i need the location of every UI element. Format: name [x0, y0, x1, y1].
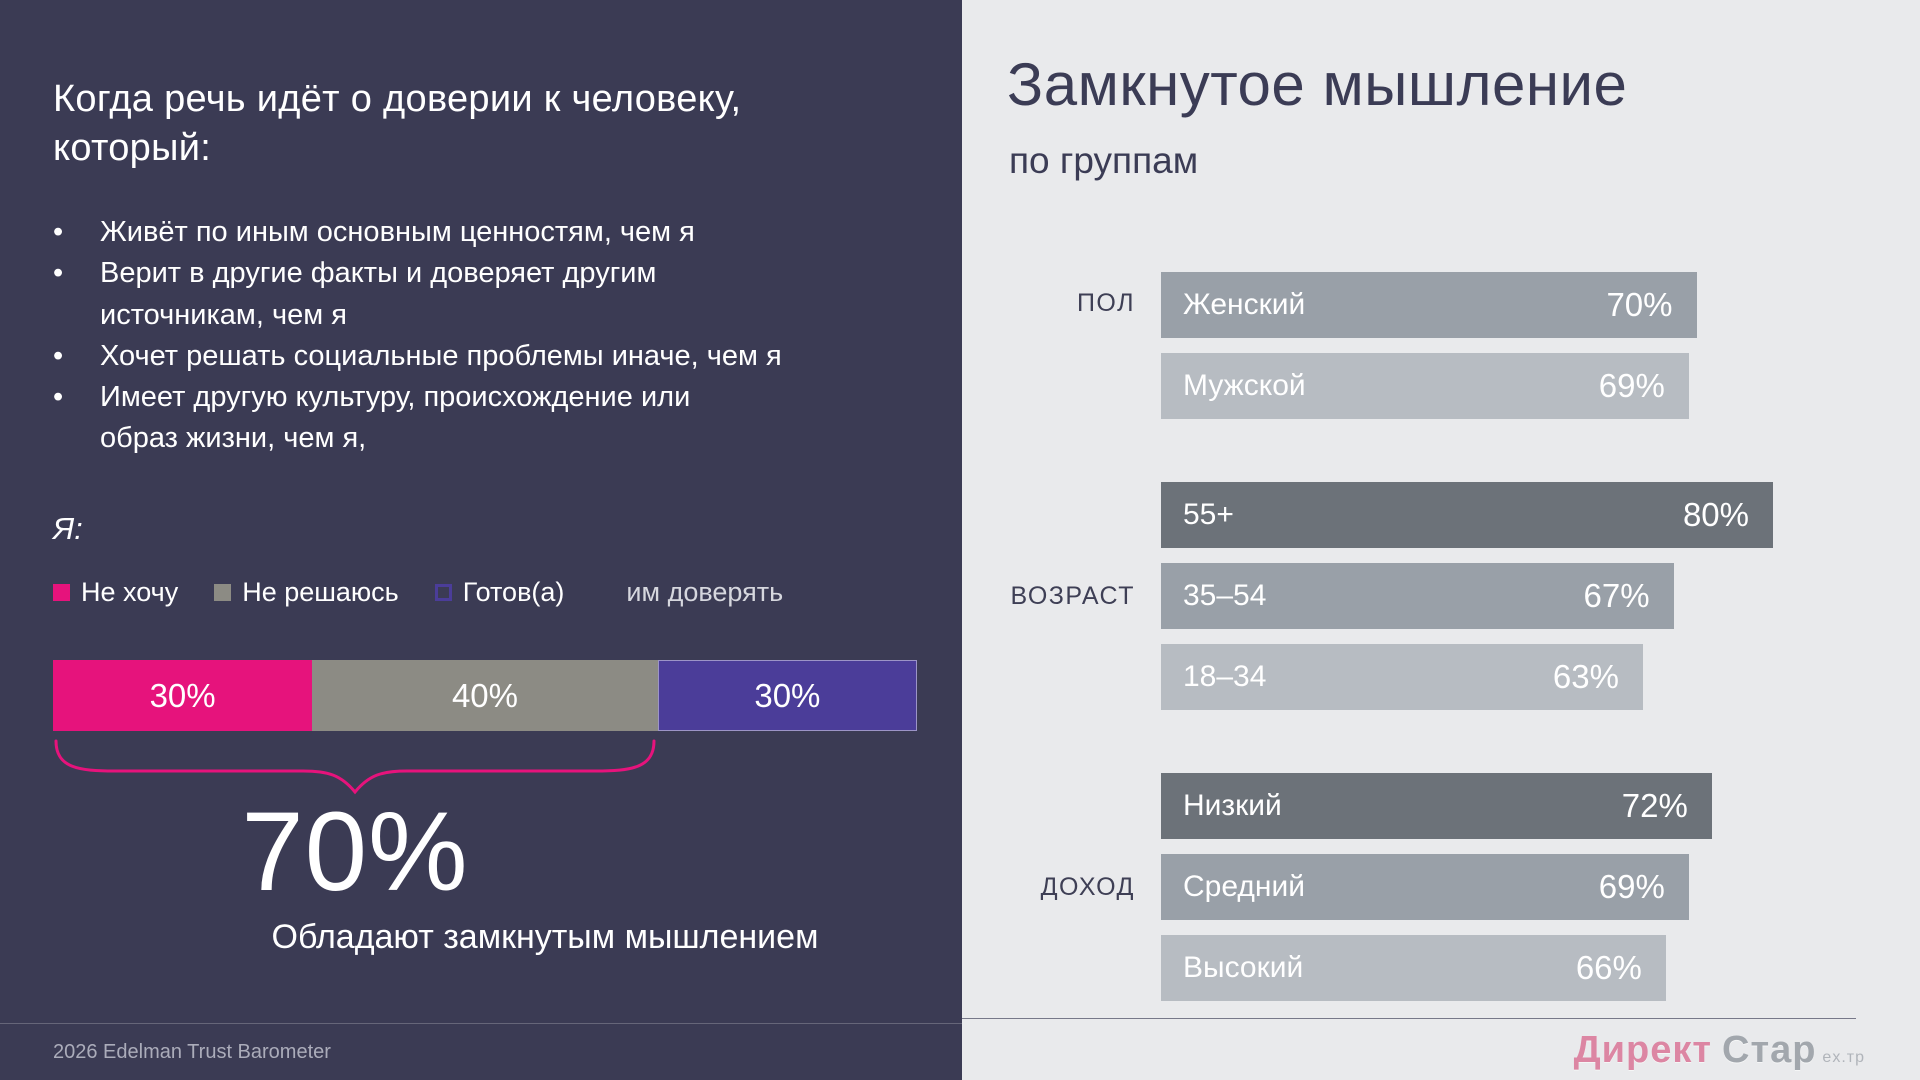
- legend-label: Готов(а): [462, 577, 565, 608]
- bar-label: Средний: [1183, 870, 1305, 903]
- bar-gender-male: Мужской 69%: [1161, 353, 1689, 419]
- statement-text: Верит в другие факты и доверяет другим и…: [100, 257, 657, 331]
- bars-column: Низкий 72% Средний 69% Высокий 66%: [1161, 773, 1773, 1001]
- bar-value: 80%: [1682, 496, 1749, 533]
- bullet-icon: •: [53, 216, 64, 249]
- stacked-bar-chart: 30% 40% 30%: [53, 660, 917, 732]
- bar-income-mid: Средний 69%: [1161, 854, 1689, 920]
- legend-item-not-want: Не хочу: [53, 577, 178, 608]
- bar-label: 35–54: [1183, 579, 1267, 612]
- chart-title: Замкнутое мышление: [1007, 51, 1628, 118]
- list-item: • Хочет решать социальные проблемы иначе…: [53, 336, 922, 377]
- group-label-col: ВОЗРАСТ: [962, 482, 1161, 710]
- bars-column: 55+ 80% 35–54 67% 18–34 63%: [1161, 482, 1773, 710]
- group-label-col: ПОЛ: [962, 272, 1161, 419]
- grouped-bar-chart: ПОЛ Женский 70% Мужской 69% ВОЗРАСТ: [962, 272, 1920, 1064]
- bullet-icon: •: [53, 380, 64, 413]
- bar-value: 69%: [1598, 367, 1665, 404]
- statement-list: • Живёт по иным основным ценностям, чем …: [53, 212, 922, 459]
- curly-brace-icon: [54, 739, 656, 795]
- group-label-age: ВОЗРАСТ: [1010, 581, 1135, 610]
- bars-column: Женский 70% Мужской 69%: [1161, 272, 1773, 419]
- legend-swatch-purple-outline: [434, 584, 452, 602]
- bar-label: Низкий: [1183, 789, 1282, 822]
- right-panel: Замкнутое мышление по группам ПОЛ Женски…: [962, 0, 1920, 1080]
- bar-value: 70%: [1606, 286, 1673, 323]
- bullet-icon: •: [53, 257, 64, 290]
- bar-label: 18–34: [1183, 660, 1267, 693]
- legend-label: Не решаюсь: [242, 577, 399, 608]
- left-content: Когда речь идёт о доверии к человеку, ко…: [0, 75, 962, 957]
- bar-label: 55+: [1183, 498, 1234, 531]
- legend: Не хочу Не решаюсь Готов(а) им доверять: [53, 577, 922, 608]
- legend-swatch-gray: [214, 584, 232, 602]
- group-label-col: ДОХОД: [962, 773, 1161, 1001]
- footer-divider: [0, 1023, 962, 1024]
- legend-swatch-pink: [53, 584, 70, 602]
- group-label-income: ДОХОД: [1040, 872, 1135, 901]
- bullet-icon: •: [53, 339, 64, 372]
- left-panel: Когда речь идёт о доверии к человеку, ко…: [0, 0, 962, 1080]
- bar-income-low: Низкий 72%: [1161, 773, 1712, 839]
- bar-age-35-54: 35–54 67%: [1161, 563, 1674, 629]
- legend-note: им доверять: [626, 577, 784, 608]
- watermark-word-1: Директ: [1573, 1029, 1713, 1071]
- watermark-logo: Директ Стар ex.тр: [1574, 1029, 1865, 1072]
- segment-value-label: 30%: [754, 676, 821, 714]
- callout-caption: Обладают замкнутым мышлением: [271, 918, 819, 957]
- legend-label: Не хочу: [81, 577, 179, 608]
- pronoun-label: Я:: [53, 511, 83, 547]
- legend-item-ready: Готов(а): [434, 577, 565, 608]
- bar-value: 72%: [1621, 787, 1688, 824]
- segment-ready: 30%: [657, 660, 917, 732]
- segment-undecided: 40%: [312, 660, 658, 732]
- segment-not-want: 30%: [53, 660, 313, 732]
- segment-value-label: 30%: [149, 676, 216, 714]
- group-age: ВОЗРАСТ 55+ 80% 35–54 67% 18–34 63%: [962, 482, 1920, 710]
- group-gender: ПОЛ Женский 70% Мужской 69%: [962, 272, 1920, 419]
- bar-gender-female: Женский 70%: [1161, 272, 1697, 338]
- question-title: Когда речь идёт о доверии к человеку, ко…: [53, 78, 742, 169]
- bar-value: 67%: [1583, 577, 1650, 614]
- group-income: ДОХОД Низкий 72% Средний 69% Высокий 66%: [962, 773, 1920, 1001]
- bar-label: Женский: [1183, 288, 1306, 321]
- list-item: • Имеет другую культуру, происхождение и…: [53, 377, 922, 459]
- segment-value-label: 40%: [451, 676, 519, 714]
- bar-label: Высокий: [1183, 951, 1304, 984]
- statement-text: Имеет другую культуру, происхождение или…: [100, 380, 691, 455]
- bar-value: 69%: [1598, 868, 1665, 905]
- statement-text: Хочет решать социальные проблемы иначе, …: [100, 339, 782, 372]
- group-label-gender: ПОЛ: [1076, 289, 1135, 317]
- bar-label: Мужской: [1183, 369, 1306, 402]
- bar-income-high: Высокий 66%: [1161, 935, 1666, 1001]
- watermark-word-2: Стар: [1722, 1029, 1817, 1071]
- legend-item-undecided: Не решаюсь: [214, 577, 399, 608]
- watermark-suffix: ex.тр: [1822, 1049, 1865, 1066]
- bar-value: 63%: [1552, 658, 1619, 695]
- chart-subtitle: по группам: [1009, 140, 1199, 181]
- bottom-divider: [962, 1018, 1856, 1019]
- bar-age-18-34: 18–34 63%: [1161, 644, 1643, 710]
- list-item: • Верит в другие факты и доверяет другим…: [53, 253, 922, 335]
- callout-value: 70%: [241, 789, 469, 915]
- source-footer: 2026 Edelman Trust Barometer: [53, 1041, 331, 1063]
- statement-text: Живёт по иным основным ценностям, чем я: [100, 216, 695, 249]
- bar-age-55plus: 55+ 80%: [1161, 482, 1773, 548]
- list-item: • Живёт по иным основным ценностям, чем …: [53, 212, 922, 253]
- bar-value: 66%: [1575, 949, 1642, 986]
